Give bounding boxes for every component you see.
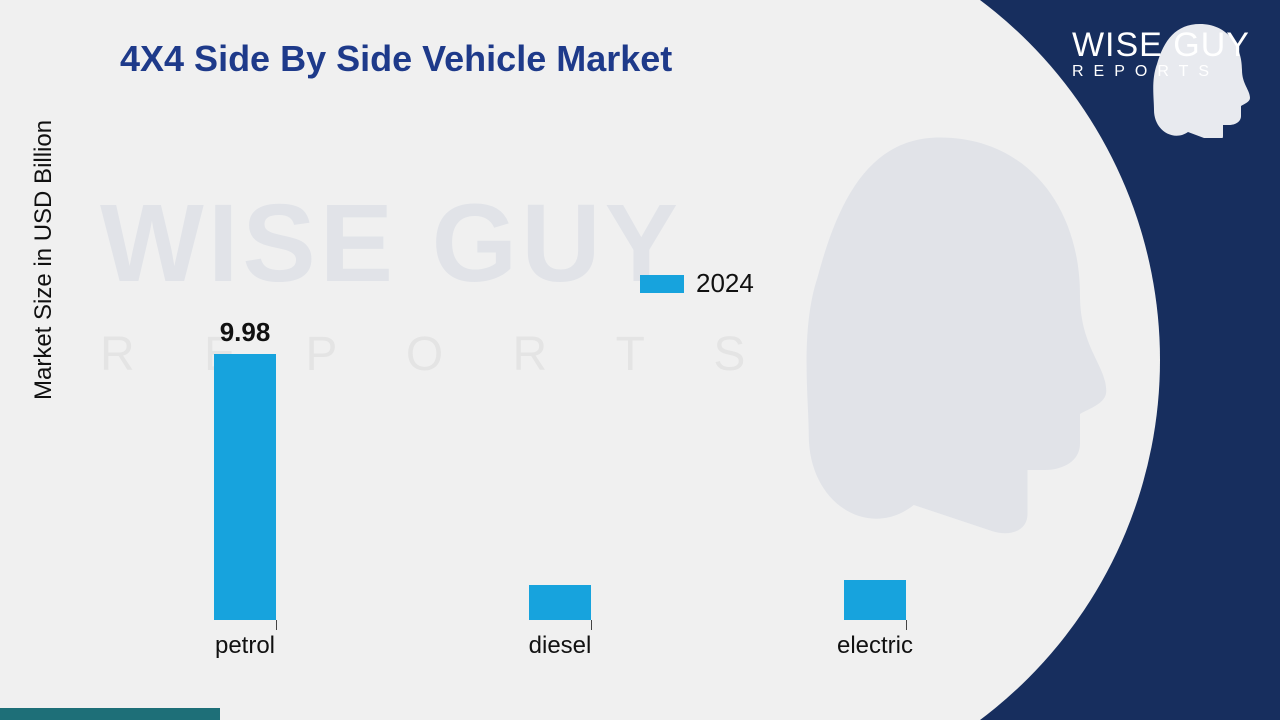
bar-value-petrol: 9.98 (220, 317, 271, 348)
brand-line1: WISE GUY (1072, 28, 1250, 64)
bar-electric (844, 580, 906, 620)
x-label-diesel: diesel (529, 632, 592, 660)
chart-stage: WISE GUY R E P O R T S 4X4 Side By Side … (0, 0, 1280, 720)
x-tick-petrol (276, 620, 277, 630)
legend-swatch (640, 275, 684, 293)
legend-label: 2024 (696, 268, 754, 299)
x-label-electric: electric (837, 632, 913, 660)
brand-line2: REPORTS (1072, 64, 1250, 81)
legend: 2024 (640, 268, 754, 299)
y-axis-label: Market Size in USD Billion (30, 120, 58, 400)
x-tick-diesel (591, 620, 592, 630)
bar-petrol (214, 354, 276, 620)
bar-diesel (529, 585, 591, 620)
chart-title: 4X4 Side By Side Vehicle Market (120, 38, 672, 80)
brand-logo: WISE GUY REPORTS (1072, 28, 1250, 80)
bottom-accent-bar (0, 708, 220, 720)
x-tick-electric (906, 620, 907, 630)
x-label-petrol: petrol (215, 632, 275, 660)
plot-area: 9.98petroldieselelectric (120, 300, 980, 620)
